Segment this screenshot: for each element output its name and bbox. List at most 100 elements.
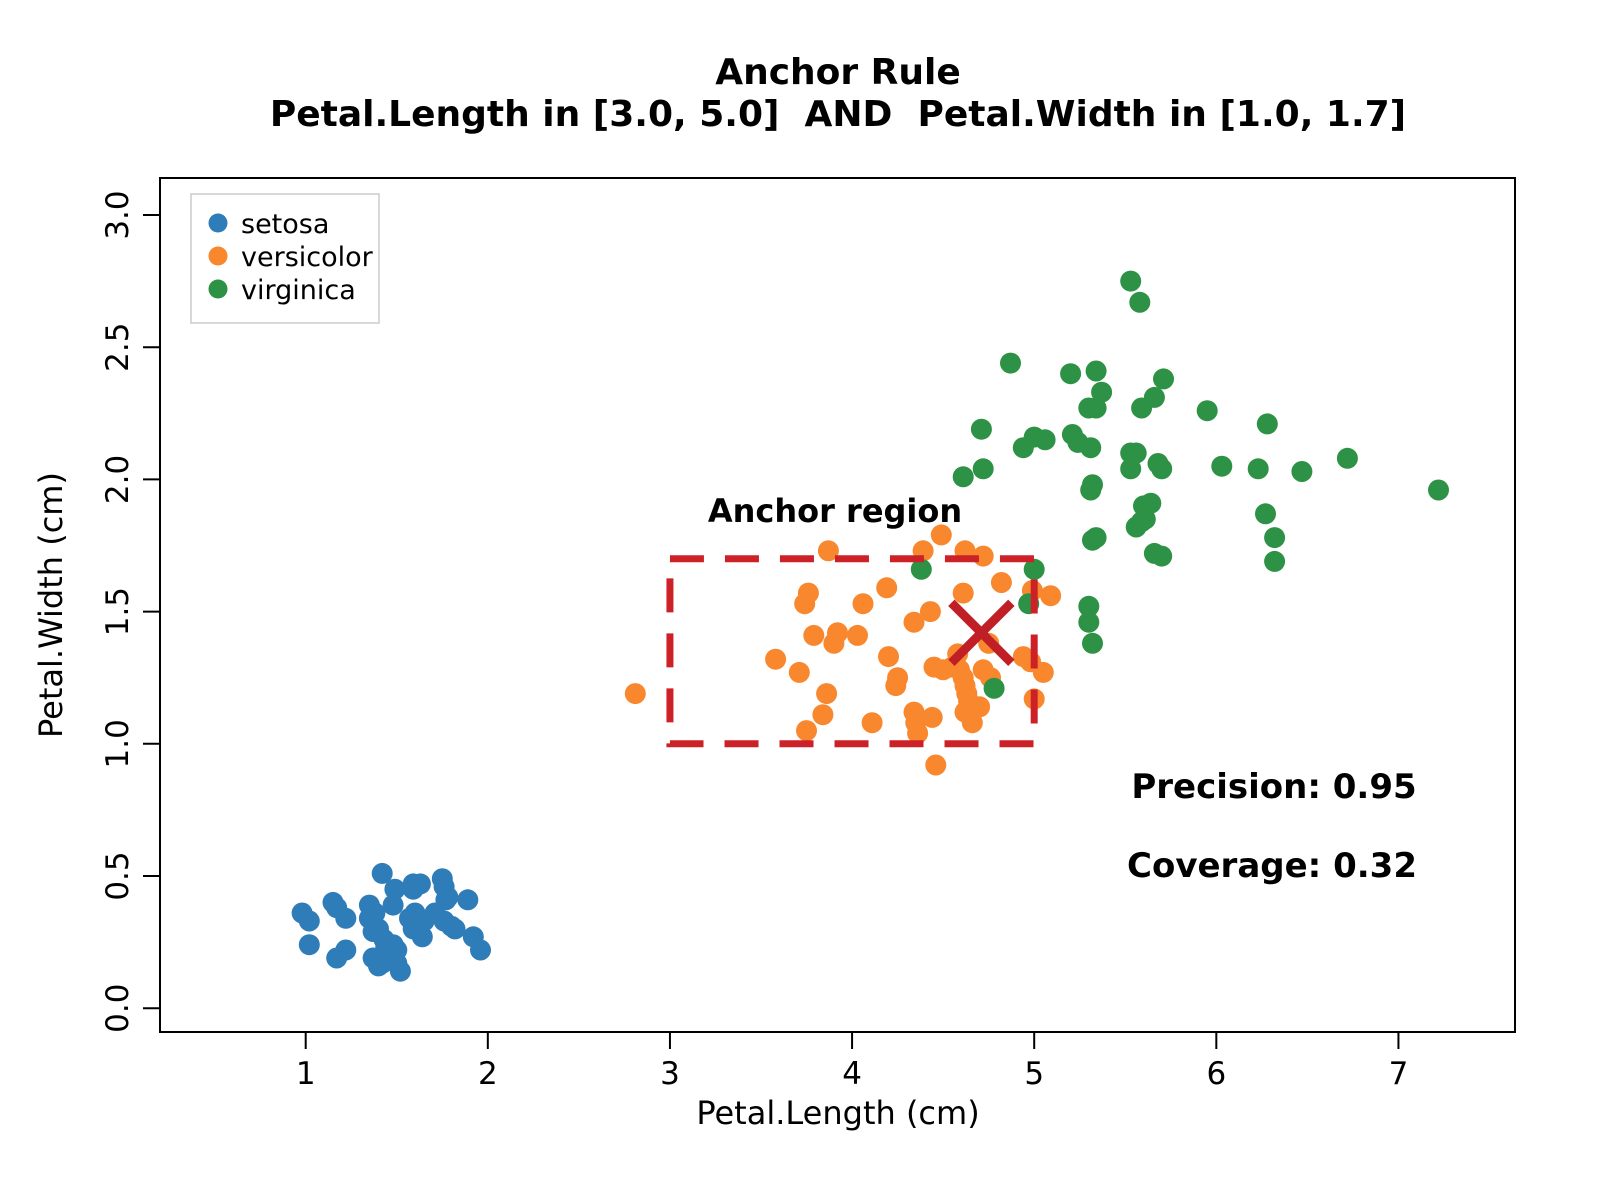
data-point-virginica bbox=[1129, 291, 1151, 313]
data-point-versicolor bbox=[925, 754, 947, 776]
data-point-virginica bbox=[1034, 429, 1056, 451]
legend-marker-virginica bbox=[208, 279, 228, 299]
data-point-virginica bbox=[1140, 492, 1162, 514]
data-point-setosa bbox=[411, 926, 433, 948]
axis-ticks: 1 2 3 4 5 6 7 0.0 0.5 1.0 1.5 2.0 2.5 3.0 bbox=[100, 190, 1408, 1092]
data-point-virginica bbox=[1023, 558, 1045, 580]
data-point-virginica bbox=[1080, 437, 1102, 459]
data-point-virginica bbox=[1255, 503, 1276, 525]
data-point-virginica bbox=[972, 458, 994, 480]
data-point-setosa bbox=[384, 878, 406, 900]
data-point-setosa bbox=[298, 934, 320, 956]
data-point-setosa bbox=[437, 886, 459, 908]
data-point-virginica bbox=[1085, 397, 1107, 419]
data-point-virginica bbox=[1125, 442, 1147, 464]
data-point-virginica bbox=[952, 466, 974, 488]
data-point-virginica bbox=[1211, 455, 1233, 477]
data-point-versicolor bbox=[765, 648, 787, 670]
x-tick-label: 3 bbox=[660, 1056, 680, 1092]
x-tick-label: 5 bbox=[1024, 1056, 1044, 1092]
data-point-versicolor bbox=[907, 722, 929, 744]
legend-marker-setosa bbox=[208, 213, 228, 233]
data-point-versicolor bbox=[969, 696, 991, 718]
data-point-virginica bbox=[983, 677, 1005, 699]
y-tick-label: 0.0 bbox=[100, 984, 136, 1033]
data-point-virginica bbox=[1428, 479, 1449, 501]
data-point-virginica bbox=[1143, 386, 1165, 408]
x-tick-label: 6 bbox=[1206, 1056, 1226, 1092]
x-tick-label: 1 bbox=[296, 1056, 316, 1092]
x-tick-label: 4 bbox=[842, 1056, 862, 1092]
x-axis-label: Petal.Length (cm) bbox=[696, 1094, 979, 1132]
data-point-virginica bbox=[910, 558, 932, 580]
data-point-setosa bbox=[470, 939, 491, 961]
anchor-region-overlay bbox=[666, 555, 1038, 748]
anchor-x-marker bbox=[948, 599, 1015, 666]
legend-label-setosa: setosa bbox=[241, 209, 329, 240]
data-point-virginica bbox=[1247, 458, 1269, 480]
data-point-setosa bbox=[457, 889, 479, 911]
data-point-virginica bbox=[1091, 381, 1113, 403]
legend: setosa versicolor virginica bbox=[190, 193, 380, 324]
data-point-versicolor bbox=[990, 572, 1012, 593]
data-point-virginica bbox=[1000, 352, 1021, 374]
data-point-versicolor bbox=[847, 624, 868, 646]
coverage-annotation: Coverage: 0.32 bbox=[1127, 846, 1417, 886]
data-point-versicolor bbox=[1040, 585, 1062, 607]
y-axis-label: Petal.Width (cm) bbox=[32, 472, 70, 738]
chart-title: Anchor Rule bbox=[715, 52, 961, 93]
plot-border bbox=[159, 177, 1516, 1033]
anchor-region-rect bbox=[666, 555, 1038, 748]
data-point-virginica bbox=[970, 418, 992, 440]
data-point-virginica bbox=[1264, 550, 1286, 572]
data-point-setosa bbox=[371, 862, 393, 884]
data-point-virginica bbox=[1264, 527, 1286, 549]
data-point-virginica bbox=[1085, 360, 1107, 382]
data-point-versicolor bbox=[1032, 661, 1054, 683]
data-point-versicolor bbox=[788, 661, 810, 683]
y-tick-label: 3.0 bbox=[100, 190, 136, 239]
data-point-virginica bbox=[1085, 527, 1107, 549]
legend-label-virginica: virginica bbox=[241, 275, 356, 306]
data-point-versicolor bbox=[952, 582, 974, 604]
data-point-setosa bbox=[389, 960, 411, 982]
anchor-region-label: Anchor region bbox=[708, 492, 962, 530]
data-point-versicolor bbox=[823, 632, 845, 654]
data-point-setosa bbox=[335, 907, 357, 929]
data-point-setosa bbox=[444, 918, 466, 940]
data-point-versicolor bbox=[624, 683, 646, 705]
data-point-versicolor bbox=[876, 577, 898, 599]
data-point-virginica bbox=[1151, 458, 1173, 480]
data-point-virginica bbox=[1120, 270, 1142, 292]
data-point-versicolor bbox=[797, 582, 819, 604]
data-point-setosa bbox=[298, 910, 320, 932]
data-point-virginica bbox=[1153, 368, 1174, 390]
y-tick-label: 2.5 bbox=[100, 323, 136, 372]
legend-marker-versicolor bbox=[208, 246, 228, 266]
data-point-virginica bbox=[1336, 447, 1358, 469]
data-point-virginica bbox=[1078, 611, 1100, 633]
data-point-virginica bbox=[1080, 479, 1102, 501]
data-point-versicolor bbox=[852, 593, 874, 615]
data-point-virginica bbox=[1078, 595, 1100, 617]
data-point-virginica bbox=[1082, 632, 1103, 654]
data-point-setosa bbox=[335, 939, 357, 961]
data-point-versicolor bbox=[796, 720, 817, 742]
data-point-versicolor bbox=[816, 683, 838, 705]
x-tick-label: 2 bbox=[478, 1056, 498, 1092]
data-point-versicolor bbox=[885, 675, 907, 697]
precision-annotation: Precision: 0.95 bbox=[1131, 767, 1416, 807]
data-point-versicolor bbox=[919, 601, 941, 623]
data-point-virginica bbox=[1131, 511, 1153, 533]
y-tick-label: 1.0 bbox=[100, 719, 136, 768]
data-point-virginica bbox=[1060, 363, 1082, 385]
legend-label-versicolor: versicolor bbox=[241, 242, 374, 273]
y-tick-label: 0.5 bbox=[100, 851, 136, 900]
data-point-setosa bbox=[382, 894, 404, 916]
data-point-versicolor bbox=[903, 611, 925, 633]
data-point-versicolor bbox=[861, 712, 883, 734]
data-point-virginica bbox=[1291, 461, 1313, 482]
data-point-versicolor bbox=[930, 524, 952, 546]
